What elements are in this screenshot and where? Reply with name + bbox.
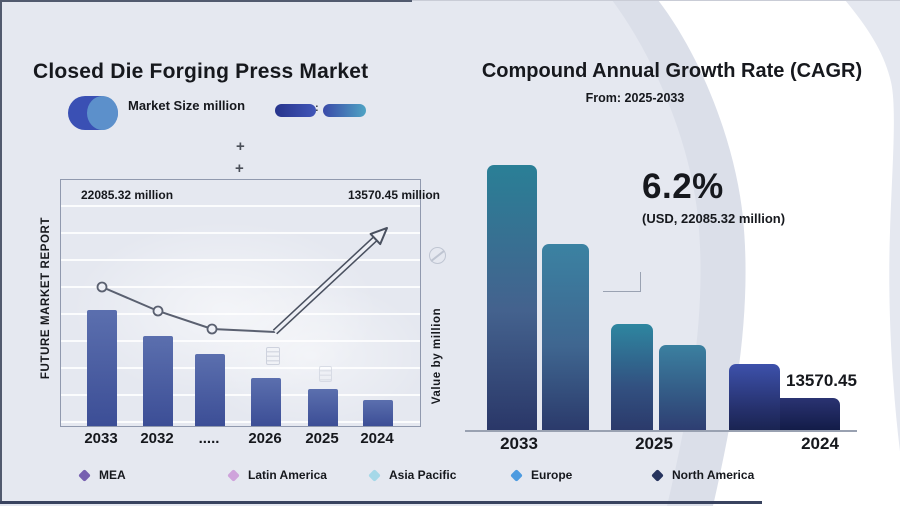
xaxis-label-2033: 2033 <box>84 430 118 447</box>
plus-mark-2: + <box>235 160 244 177</box>
market-size-xaxis: 2033 2032..... 2026 2025 2024 <box>60 430 419 450</box>
xaxis-label-2025: 2025 <box>305 430 339 447</box>
legend-diamond-icon <box>368 468 381 482</box>
swoosh-shadow-band <box>612 0 748 506</box>
cagr-xaxis-label-2033: 2033 <box>500 434 538 453</box>
legend-label: Europe <box>531 468 573 482</box>
region-legend: MEA Latin America Asia Pacific Europe North … <box>0 464 900 486</box>
trend-line-arrow-icon <box>96 227 388 335</box>
cagr-bar-2033-bar-a <box>487 165 537 430</box>
page-title: Closed Die Forging Press Market <box>33 60 369 83</box>
legend-item-mea: MEA <box>78 464 126 486</box>
legend-item-asia-pacific: Asia Pacific <box>368 464 457 486</box>
market-size-bar-2032 <box>143 336 173 426</box>
legend-diamond-icon <box>651 468 664 482</box>
legend-label: North America <box>672 468 755 482</box>
scale-ratio-separator: : <box>315 102 319 114</box>
bottom-border-line <box>0 501 762 504</box>
cagr-note: (USD, 22085.32 million) <box>642 211 786 226</box>
legend-diamond-icon <box>227 468 240 482</box>
cagr-chart-axis <box>465 430 857 432</box>
value-by-million-label: Value by million <box>431 307 443 405</box>
xaxis-label-.....: ..... <box>198 430 220 447</box>
market-size-bar-2033 <box>87 310 117 426</box>
cagr-bar-2025-bar-a <box>611 324 653 430</box>
legend-item-north-america: North America <box>651 464 755 486</box>
legend-item-europe: Europe <box>510 464 573 486</box>
cagr-value: 6.2% <box>642 167 724 206</box>
cagr-title: Compound Annual Growth Rate (CAGR) <box>481 60 863 82</box>
top-faint-line <box>400 0 900 1</box>
scale-pill-teal-icon <box>323 104 366 117</box>
market-size-chart: 22085.32 million 13570.45 million <box>60 179 440 427</box>
xaxis-label-2032: 2032 <box>140 430 174 447</box>
cagr-bar-2025-bar-b <box>659 345 706 430</box>
chart-top-right-value: 13570.45 million <box>347 188 440 202</box>
cylinder-cap <box>87 96 118 130</box>
cagr-bar-2033-bar-b <box>542 244 589 430</box>
clipboard-watermark-icon-1 <box>266 347 280 365</box>
legend-item-latin-america: Latin America <box>227 464 327 486</box>
cagr-xaxis-label-2024: 2024 <box>801 434 839 453</box>
legend-label: MEA <box>99 468 126 482</box>
step-decoration <box>603 272 641 292</box>
future-market-report-label: FUTURE MARKET REPORT <box>40 216 52 380</box>
cagr-chart: 2033 2025 2024 <box>465 150 863 456</box>
market-size-bar-2025 <box>308 389 338 426</box>
market-size-bar-2024 <box>363 400 393 426</box>
cagr-subtitle: From: 2025-2033 <box>585 91 685 105</box>
scale-pill-dark-icon <box>275 104 316 117</box>
cylinder-icon <box>68 96 118 130</box>
top-border-line <box>0 0 412 2</box>
market-size-bar-..... <box>195 354 225 426</box>
legend-diamond-icon <box>510 468 523 482</box>
xaxis-label-2024: 2024 <box>360 430 394 447</box>
legend-diamond-icon <box>78 468 91 482</box>
left-border-line <box>0 0 2 503</box>
cagr-bar-2024-bar-b <box>780 398 840 430</box>
legend-label: Asia Pacific <box>389 468 457 482</box>
xaxis-label-2026: 2026 <box>248 430 282 447</box>
circle-slash-watermark-icon <box>429 247 446 264</box>
clipboard-watermark-icon-2 <box>319 366 332 382</box>
cagr-xaxis-label-2025: 2025 <box>635 434 673 453</box>
market-size-label: Market Size million <box>128 98 246 113</box>
highlight-value: 13570.45 <box>786 371 857 390</box>
swoosh-white-band <box>658 0 900 506</box>
plus-mark-1: + <box>236 138 245 155</box>
market-size-bar-2026 <box>251 378 281 426</box>
cagr-bar-2024-bar-a <box>729 364 780 430</box>
legend-label: Latin America <box>248 468 327 482</box>
chart-top-left-value: 22085.32 million <box>81 188 174 202</box>
